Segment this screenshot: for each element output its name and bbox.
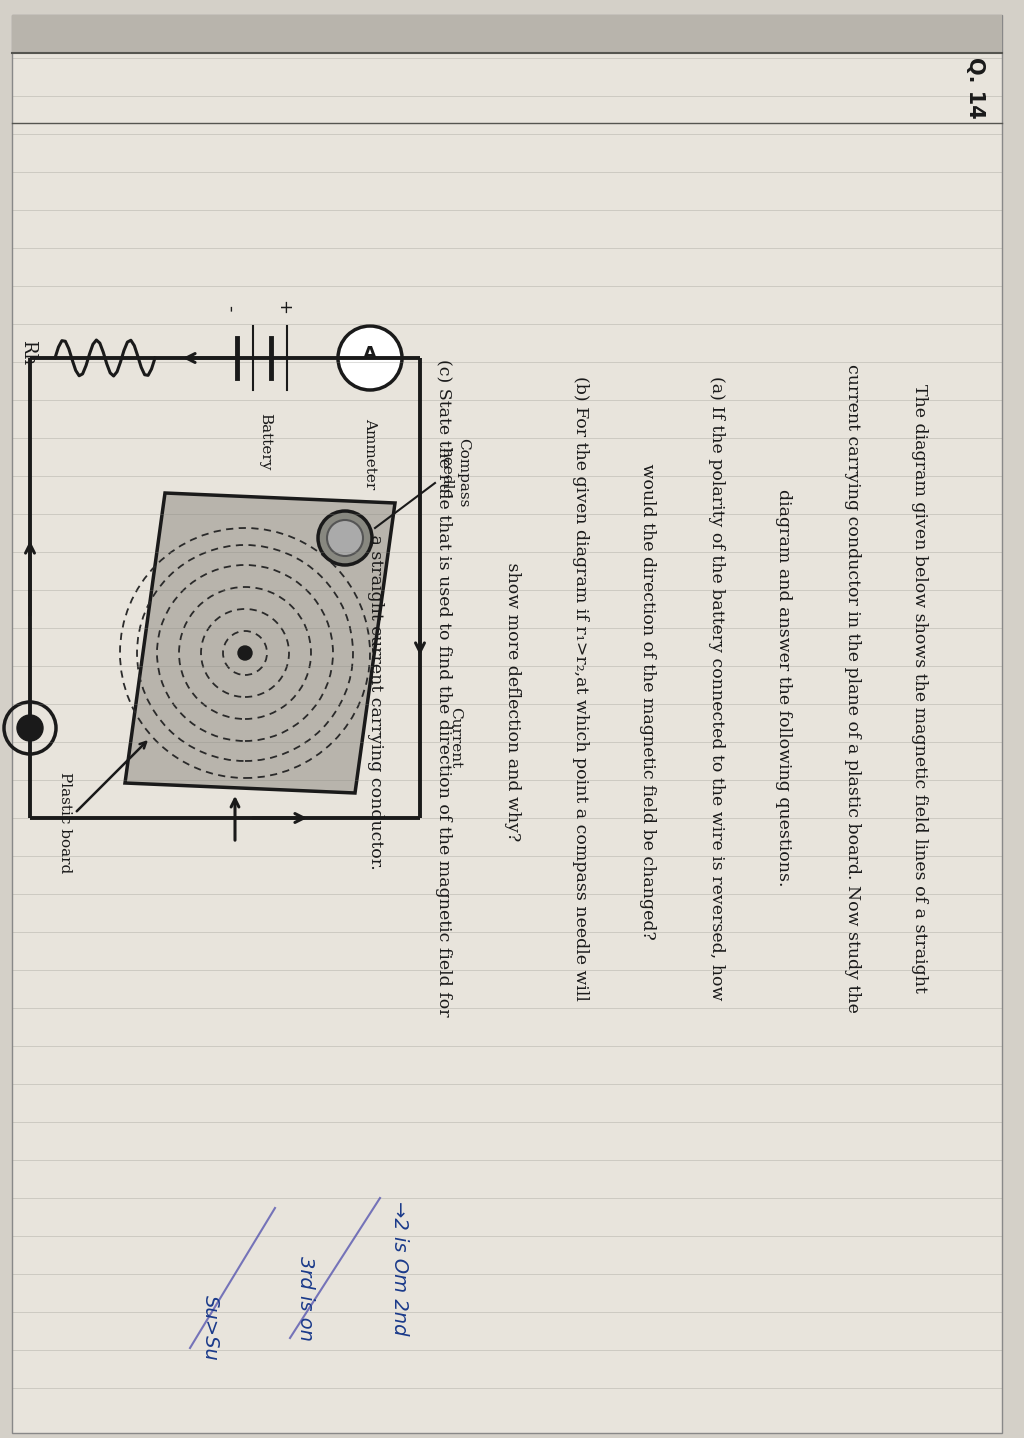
- Text: (c) State the rule that is used to find the direction of the magnetic field for: (c) State the rule that is used to find …: [435, 360, 453, 1017]
- Text: The diagram given below shows the magnetic field lines of a straight: The diagram given below shows the magnet…: [911, 384, 929, 992]
- Text: Compass
needle: Compass needle: [440, 439, 470, 508]
- Text: would the direction of the magnetic field be changed?: would the direction of the magnetic fiel…: [640, 436, 656, 940]
- Circle shape: [17, 715, 43, 741]
- Text: Rh: Rh: [19, 341, 37, 365]
- Text: Q. 14: Q. 14: [965, 58, 985, 119]
- Text: Plastic board: Plastic board: [58, 742, 146, 874]
- Text: current carrying conductor in the plane of a plastic board. Now study the: current carrying conductor in the plane …: [844, 364, 860, 1012]
- Text: a straight current carrying conductor.: a straight current carrying conductor.: [368, 506, 384, 870]
- Text: Ammeter: Ammeter: [362, 418, 377, 489]
- Text: 3rd is on: 3rd is on: [296, 1255, 314, 1340]
- Circle shape: [327, 521, 362, 557]
- Text: diagram and answer the following questions.: diagram and answer the following questio…: [775, 489, 793, 887]
- Text: +: +: [274, 301, 292, 315]
- Text: →2 is Om 2nd: →2 is Om 2nd: [390, 1201, 410, 1336]
- Text: Current: Current: [449, 707, 462, 769]
- Text: A: A: [364, 345, 377, 362]
- Text: Su>Su: Su>Su: [201, 1296, 219, 1360]
- Text: -: -: [221, 305, 239, 311]
- Text: show more deflection and why?: show more deflection and why?: [504, 535, 520, 841]
- Circle shape: [338, 326, 402, 390]
- Text: (b) For the given diagram if r₁>r₂,at which point a compass needle will: (b) For the given diagram if r₁>r₂,at wh…: [571, 375, 589, 1001]
- Circle shape: [318, 510, 372, 565]
- Text: Battery: Battery: [258, 413, 272, 470]
- Text: (a) If the polarity of the battery connected to the wire is reversed, how: (a) If the polarity of the battery conne…: [708, 375, 725, 1001]
- Bar: [12, 14, 1002, 53]
- Circle shape: [238, 646, 252, 660]
- Polygon shape: [125, 493, 395, 792]
